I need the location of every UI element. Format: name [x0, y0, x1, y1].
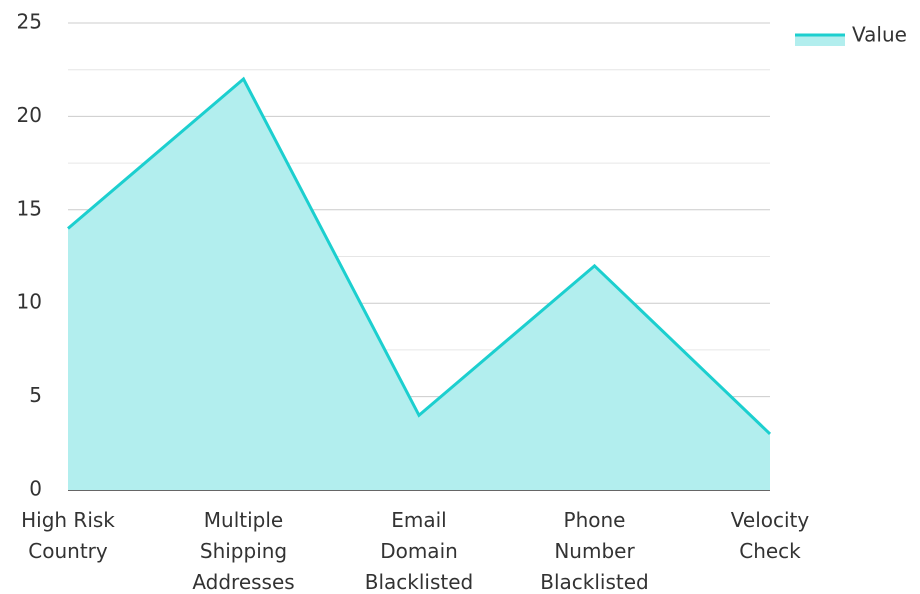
- area: [68, 79, 770, 490]
- x-tick-label: Multiple Shipping Addresses: [192, 508, 294, 594]
- legend-swatch: [795, 34, 845, 46]
- y-tick-label: 20: [17, 103, 42, 127]
- y-tick-label: 15: [17, 196, 42, 220]
- x-tick-label: Email Domain Blacklisted: [365, 508, 474, 594]
- x-tick-label: High Risk Country: [21, 508, 115, 563]
- legend: Value: [795, 23, 907, 47]
- line: [67, 76, 772, 436]
- x-tick-label: Phone Number Blacklisted: [540, 508, 649, 594]
- y-tick-label: 25: [17, 10, 42, 34]
- x-tick-label: Velocity Check: [731, 508, 810, 563]
- legend-label: Value: [852, 23, 907, 47]
- y-tick-label: 10: [17, 290, 42, 314]
- y-tick-label: 0: [29, 477, 42, 501]
- y-tick-label: 5: [29, 383, 42, 407]
